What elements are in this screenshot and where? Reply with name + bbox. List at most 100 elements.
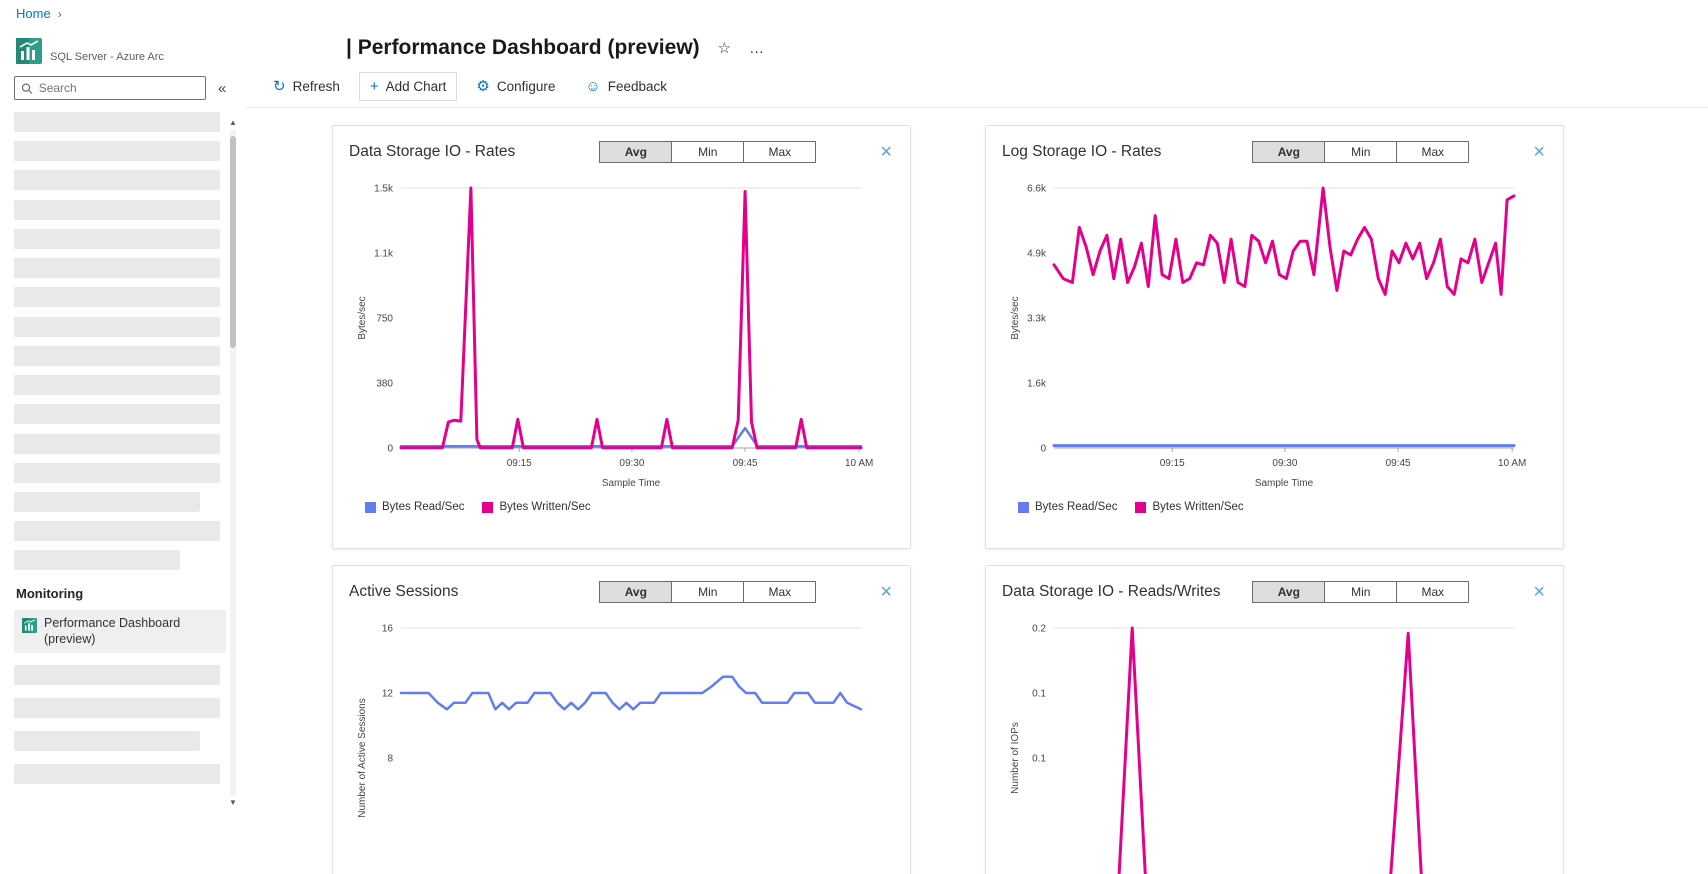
y-axis-label: Number of IOPs (1010, 722, 1021, 794)
app-header: SQL Server - Azure Arc (16, 38, 246, 64)
chart-card: Data Storage IO - Reads/Writes Avg Min Max… (985, 565, 1564, 874)
y-tick-label: 380 (376, 379, 393, 390)
agg-avg-button[interactable]: Avg (599, 141, 673, 163)
toolbar-add-chart-button[interactable]: + Add Chart (358, 72, 458, 101)
search-box[interactable] (14, 76, 206, 100)
x-tick-label: 09:45 (733, 458, 758, 469)
refresh-icon: ↻ (273, 78, 286, 95)
sidebar-skeleton-item (14, 112, 220, 132)
performance-dashboard-icon (22, 618, 37, 633)
favorite-star-icon[interactable]: ☆ (717, 40, 732, 57)
sidebar-skeleton-item (14, 492, 200, 512)
close-chart-button[interactable]: × (1533, 581, 1545, 603)
agg-avg-button[interactable]: Avg (1252, 141, 1326, 163)
legend-item[interactable]: Bytes Read/Sec (1018, 501, 1117, 513)
agg-min-button[interactable]: Min (1324, 141, 1398, 163)
legend-label: Bytes Written/Sec (499, 501, 591, 513)
legend-item[interactable]: Bytes Read/Sec (365, 501, 464, 513)
monitoring-section-header: Monitoring (16, 586, 84, 601)
aggregation-toggle-group: Avg Min Max (1252, 581, 1470, 603)
chart-plot-area[interactable]: 0 380 750 1.1k 1.5k 09:15 09:30 09:45 10 AM Bytes… (349, 176, 894, 497)
sidebar-scrollbar[interactable]: ▲ ▼ (227, 118, 239, 808)
scrollbar-thumb[interactable] (230, 136, 236, 348)
x-tick-label: 10 AM (845, 458, 873, 469)
x-tick-label: 09:30 (1272, 458, 1297, 469)
agg-max-button[interactable]: Max (1396, 581, 1470, 603)
chart-card-header: Data Storage IO - Rates Avg Min Max × (349, 140, 894, 164)
x-tick-label: 10 AM (1498, 458, 1526, 469)
toolbar-feedback-button[interactable]: ☺ Feedback (574, 72, 678, 101)
scroll-down-icon[interactable]: ▼ (229, 798, 237, 807)
close-chart-button[interactable]: × (880, 141, 892, 163)
legend-swatch-icon (482, 501, 494, 513)
sidebar-skeleton-item (14, 550, 180, 570)
agg-max-button[interactable]: Max (743, 141, 817, 163)
series-line (1052, 186, 1516, 296)
feedback-smiley-icon: ☺ (585, 78, 601, 95)
chart-card-header: Active Sessions Avg Min Max × (349, 580, 894, 604)
y-tick-label: 0 (1040, 444, 1046, 455)
y-tick-label: 4.9k (1027, 249, 1047, 260)
y-tick-label: 0.1 (1032, 689, 1046, 700)
agg-max-button[interactable]: Max (743, 581, 817, 603)
y-axis-label: Bytes/sec (357, 296, 368, 339)
scroll-up-icon[interactable]: ▲ (229, 118, 237, 127)
chart-plot-area[interactable]: 0 1.6k 3.3k 4.9k 6.6k 09:15 09:30 09:45 10 AM Byt… (1002, 176, 1547, 497)
sidebar-skeleton-item (14, 463, 220, 483)
legend-item[interactable]: Bytes Written/Sec (1135, 501, 1244, 513)
series-line (399, 675, 863, 711)
scrollbar-track[interactable] (230, 130, 236, 796)
y-tick-label: 1.5k (374, 184, 394, 195)
y-axis-label: Number of Active Sessions (357, 698, 368, 818)
gear-icon: ⚙ (476, 78, 490, 95)
app-label: SQL Server - Azure Arc (50, 51, 164, 63)
close-chart-button[interactable]: × (1533, 141, 1545, 163)
sidebar-skeleton-item (14, 170, 220, 190)
search-input[interactable] (38, 81, 199, 95)
legend-swatch-icon (1018, 501, 1029, 513)
agg-avg-button[interactable]: Avg (1252, 581, 1326, 603)
agg-min-button[interactable]: Min (671, 141, 745, 163)
sidebar-skeleton-item (14, 698, 220, 719)
sidebar-skeleton-item (14, 434, 220, 454)
agg-avg-button[interactable]: Avg (599, 581, 673, 603)
sidebar-collapse-button[interactable]: « (218, 79, 227, 97)
chart-card-header: Data Storage IO - Reads/Writes Avg Min Max… (1002, 580, 1547, 604)
toolbar-configure-button[interactable]: ⚙ Configure (465, 72, 566, 101)
x-tick-label: 09:15 (1160, 458, 1185, 469)
series-line (399, 426, 863, 448)
chart-svg: 0 1.6k 3.3k 4.9k 6.6k 09:15 09:30 09:45 10 AM Byt… (1010, 184, 1526, 490)
y-tick-label: 750 (376, 314, 393, 325)
sidebar-skeleton-item (14, 404, 220, 424)
sidebar-skeleton-item (14, 200, 220, 220)
sidebar-item-performance-dashboard[interactable]: Performance Dashboard (preview) (14, 610, 226, 654)
sidebar-skeleton-item (14, 521, 220, 541)
chart-legend: Bytes Read/Sec Bytes Written/Sec (365, 501, 894, 513)
sidebar-skeleton-list (14, 112, 226, 570)
more-options-button[interactable]: … (749, 39, 765, 57)
chart-svg: 0 380 750 1.1k 1.5k 09:15 09:30 09:45 10 AM Bytes… (357, 184, 873, 490)
breadcrumb-home-link[interactable]: Home (16, 6, 51, 21)
agg-min-button[interactable]: Min (1324, 581, 1398, 603)
legend-label: Bytes Read/Sec (1035, 501, 1118, 513)
x-axis-label: Sample Time (1255, 478, 1314, 489)
agg-min-button[interactable]: Min (671, 581, 745, 603)
x-tick-label: 09:15 (507, 458, 532, 469)
x-axis-label: Sample Time (602, 478, 661, 489)
y-tick-label: 8 (387, 754, 393, 765)
sidebar-skeleton-item (14, 731, 200, 752)
toolbar-refresh-button[interactable]: ↻ Refresh (262, 72, 351, 101)
legend-swatch-icon (1135, 501, 1147, 513)
close-chart-button[interactable]: × (880, 581, 892, 603)
y-tick-label: 3.3k (1027, 314, 1047, 325)
y-tick-label: 0.2 (1032, 624, 1046, 635)
sidebar-skeleton-item (14, 141, 220, 161)
aggregation-toggle-group: Avg Min Max (1252, 141, 1470, 163)
agg-max-button[interactable]: Max (1396, 141, 1470, 163)
legend-item[interactable]: Bytes Written/Sec (482, 501, 591, 513)
page-header: | Performance Dashboard (preview) ☆ … (246, 28, 1708, 60)
y-axis-label: Bytes/sec (1010, 296, 1021, 339)
